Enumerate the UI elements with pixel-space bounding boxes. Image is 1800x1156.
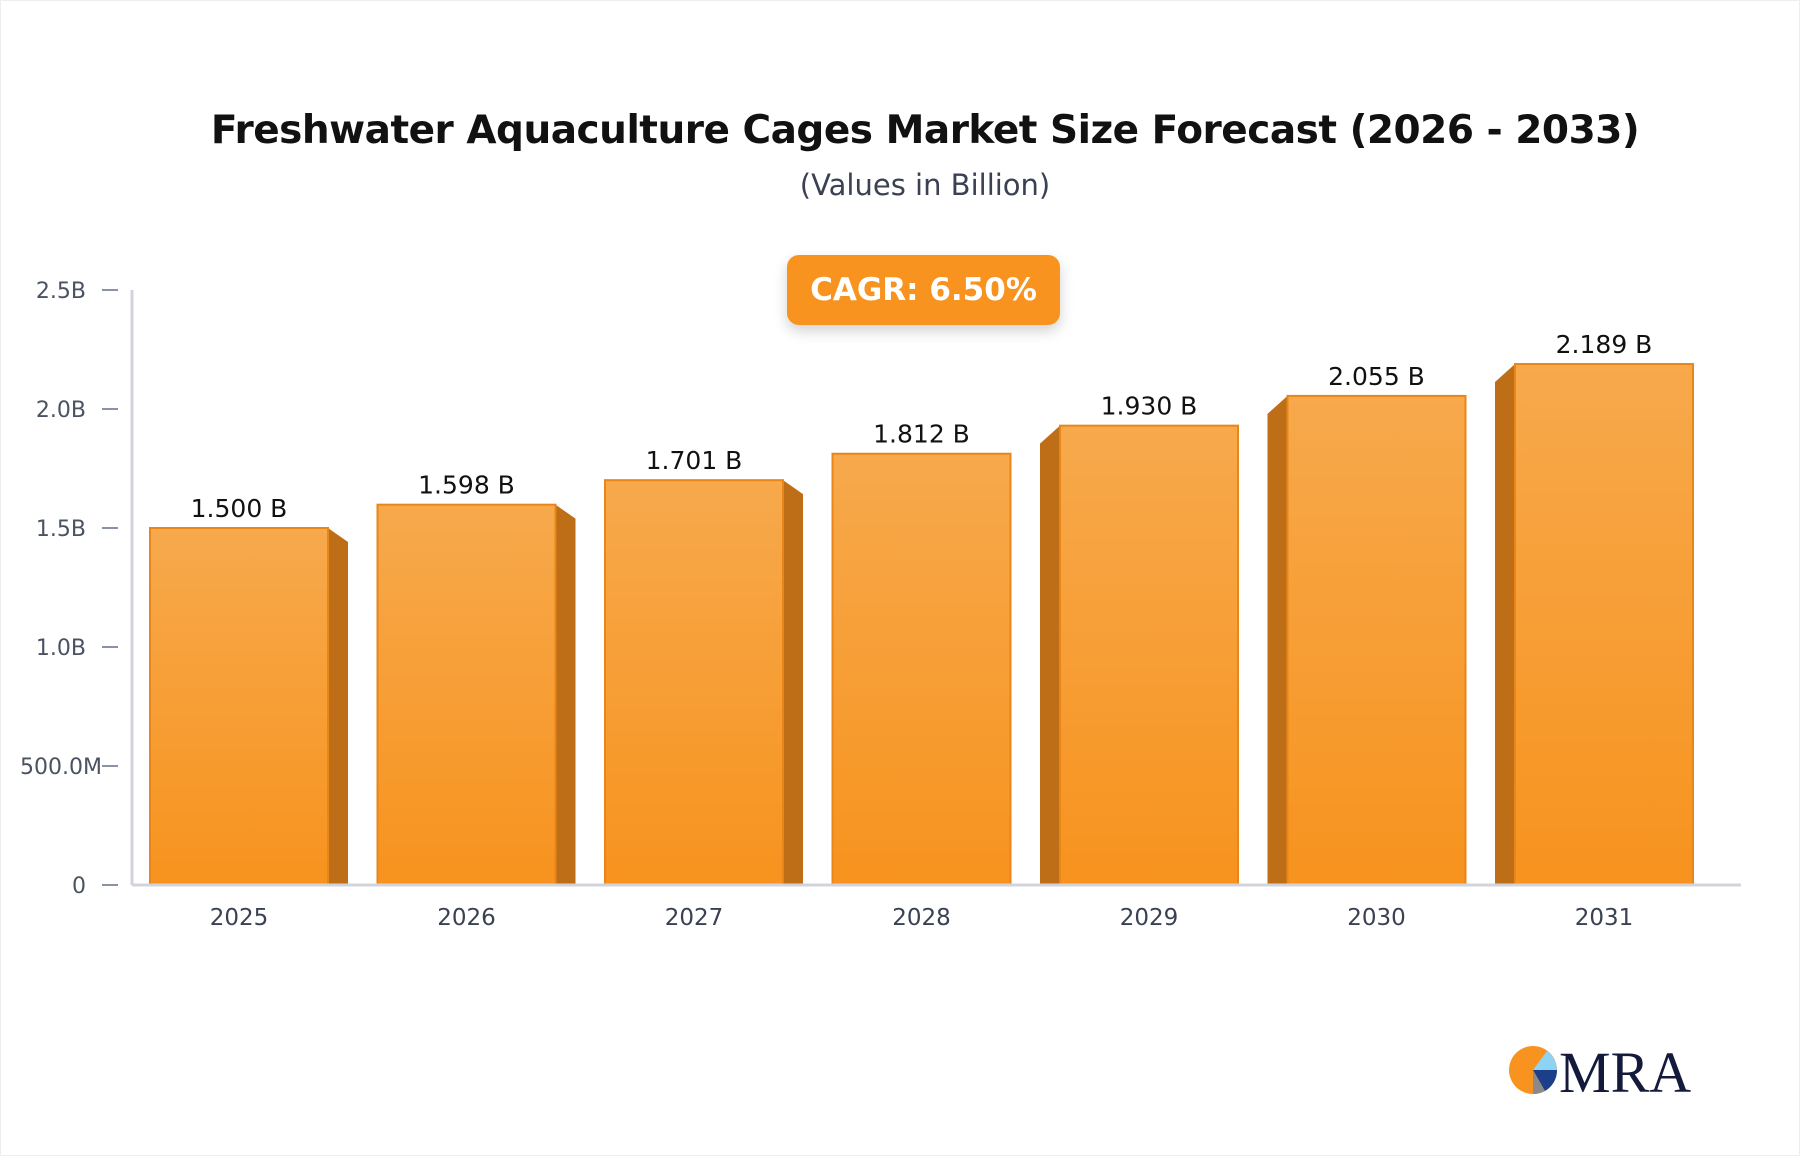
y-tick-label: 1.5B [36, 517, 86, 542]
mra-logo: MRA [1509, 1040, 1691, 1100]
bar-2028 [831, 452, 1012, 886]
y-tick-label: 2.0B [36, 398, 86, 423]
y-tick-label: 1.0B [36, 636, 86, 661]
x-tick-label: 2026 [437, 905, 496, 931]
x-tick-label: 2029 [1120, 905, 1179, 931]
bar-2029 [1059, 424, 1239, 886]
x-tick-label: 2030 [1347, 905, 1406, 931]
data-label: 1.500 B [191, 494, 288, 523]
x-tick-label: 2031 [1575, 905, 1634, 931]
data-label: 2.055 B [1328, 362, 1425, 391]
y-tick-label: 0 [72, 874, 86, 899]
bar-side [555, 504, 576, 885]
y-tick-label: 2.5B [36, 279, 86, 304]
data-label: 1.812 B [873, 420, 970, 449]
chart-title: Freshwater Aquaculture Cages Market Size… [210, 108, 1640, 153]
svg-text:MRA: MRA [1559, 1040, 1691, 1100]
y-tick-label: 500.0M [20, 755, 102, 780]
chart-subtitle: (Values in Billion) [799, 168, 1051, 202]
bar-side [1495, 364, 1515, 885]
bar-2031 [1514, 363, 1694, 886]
data-label: 1.930 B [1101, 392, 1198, 421]
bar-2027 [604, 479, 784, 886]
cagr-badge: CAGR: 6.50% [787, 255, 1060, 325]
bar-side [1040, 425, 1060, 885]
bar-side [783, 480, 803, 885]
bar-2025 [149, 527, 329, 886]
data-label: 1.701 B [646, 446, 743, 475]
bar-2026 [376, 503, 557, 886]
x-tick-label: 2027 [665, 905, 724, 931]
bar-side [1267, 395, 1288, 885]
x-tick-label: 2025 [210, 905, 269, 931]
bar-side [328, 528, 348, 885]
bar-2030 [1286, 394, 1467, 886]
data-label: 1.598 B [418, 471, 515, 500]
x-tick-label: 2028 [892, 905, 951, 931]
data-label: 2.189 B [1556, 330, 1653, 359]
